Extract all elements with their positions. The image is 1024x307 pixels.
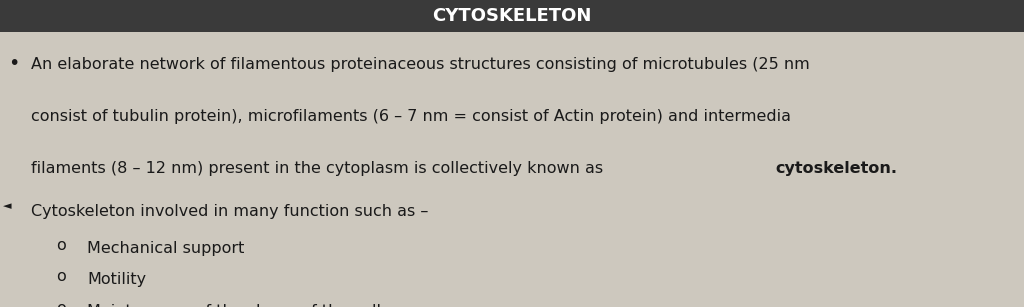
Text: o: o bbox=[56, 301, 67, 307]
Text: Cytoskeleton involved in many function such as –: Cytoskeleton involved in many function s… bbox=[31, 204, 428, 219]
Text: cytoskeleton.: cytoskeleton. bbox=[775, 161, 898, 176]
Text: CYTOSKELETON: CYTOSKELETON bbox=[432, 7, 592, 25]
Text: ◄: ◄ bbox=[3, 201, 11, 211]
Text: o: o bbox=[56, 269, 67, 284]
Text: Mechanical support: Mechanical support bbox=[87, 241, 245, 256]
Bar bbox=[0, 0, 1024, 32]
Text: consist of tubulin protein), microfilaments (6 – 7 nm = consist of Actin protein: consist of tubulin protein), microfilame… bbox=[31, 109, 791, 124]
Text: o: o bbox=[56, 238, 67, 253]
Text: An elaborate network of filamentous proteinaceous structures consisting of micro: An elaborate network of filamentous prot… bbox=[31, 57, 809, 72]
Text: filaments (8 – 12 nm) present in the cytoplasm is collectively known as: filaments (8 – 12 nm) present in the cyt… bbox=[31, 161, 608, 176]
Text: Maintenance of the shape of the cell.: Maintenance of the shape of the cell. bbox=[87, 304, 386, 307]
Text: Motility: Motility bbox=[87, 272, 146, 287]
Text: •: • bbox=[8, 54, 19, 73]
